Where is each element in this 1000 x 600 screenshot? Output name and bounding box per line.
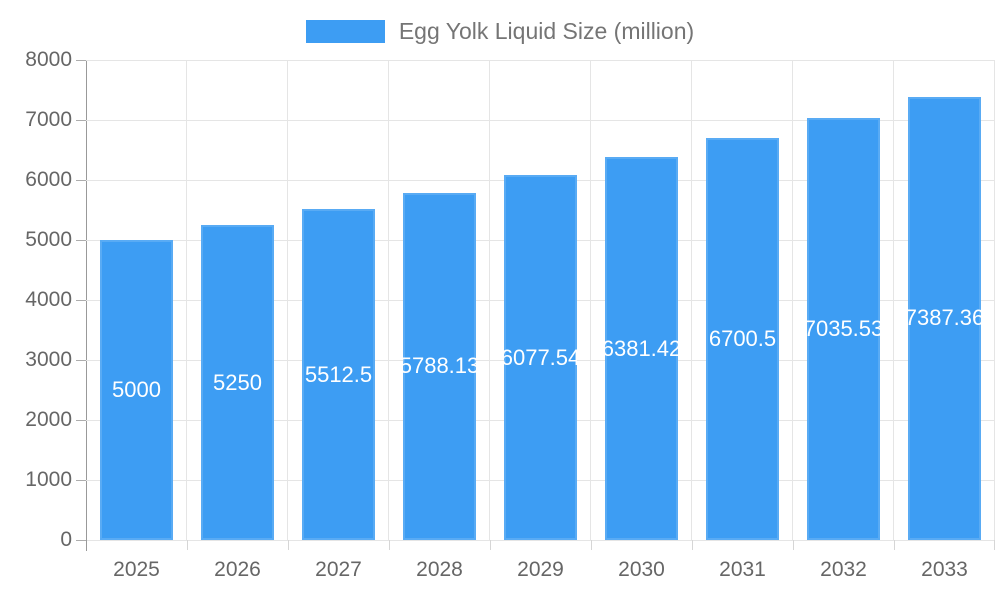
- bar-value-label: 5788.13: [403, 353, 476, 379]
- bar-value-label: 7035.53: [807, 315, 880, 341]
- y-tick-mark: [76, 300, 86, 301]
- legend-label: Egg Yolk Liquid Size (million): [398, 18, 695, 44]
- y-gridline: [86, 120, 995, 121]
- bar-value-label: 6077.54: [504, 344, 577, 370]
- bar[interactable]: 7035.53: [807, 117, 880, 540]
- x-tick-mark: [591, 540, 592, 550]
- x-tick-label: 2025: [113, 558, 160, 581]
- y-tick-mark: [76, 540, 86, 541]
- x-tick-mark: [793, 540, 794, 550]
- bar-value-label: 7387.36: [908, 305, 981, 331]
- x-tick-mark: [490, 540, 491, 550]
- bar-value-label: 5512.5: [304, 361, 373, 387]
- x-tick-label: 2032: [820, 558, 867, 581]
- y-gridline: [86, 540, 995, 541]
- x-tick-mark: [187, 540, 188, 550]
- x-tick-label: 2026: [214, 558, 261, 581]
- legend-swatch: [305, 20, 385, 43]
- x-tick-label: 2030: [618, 558, 665, 581]
- x-tick-label: 2031: [719, 558, 766, 581]
- x-tick-mark: [994, 540, 995, 550]
- x-gridline: [186, 60, 187, 540]
- y-tick-label: 5000: [25, 228, 72, 251]
- x-gridline: [994, 60, 995, 540]
- y-tick-mark: [76, 120, 86, 121]
- bar[interactable]: 5788.13: [403, 192, 476, 540]
- x-tick-mark: [894, 540, 895, 550]
- plot-area: 5000 5250 5512.5 5788.13 6077.54 6381.42 6700.…: [86, 60, 995, 541]
- y-tick-mark: [76, 480, 86, 481]
- bar[interactable]: 6381.42: [605, 157, 678, 540]
- bar[interactable]: 6700.5: [706, 137, 779, 540]
- y-tick-label: 4000: [25, 288, 72, 311]
- bar-value-label: 6700.5: [708, 325, 777, 351]
- x-gridline: [489, 60, 490, 540]
- y-tick-label: 1000: [25, 468, 72, 491]
- y-tick-mark: [76, 60, 86, 61]
- y-tick-mark: [76, 420, 86, 421]
- y-axis-line: [86, 60, 87, 551]
- x-tick-mark: [692, 540, 693, 550]
- bar[interactable]: 5512.5: [302, 209, 375, 540]
- y-tick-mark: [76, 360, 86, 361]
- x-tick-label: 2027: [315, 558, 362, 581]
- bar-value-label: 6381.42: [605, 335, 678, 361]
- y-tick-label: 0: [60, 528, 72, 551]
- bar-value-label: 5250: [213, 369, 262, 395]
- y-tick-mark: [76, 240, 86, 241]
- x-gridline: [287, 60, 288, 540]
- x-tick-mark: [288, 540, 289, 550]
- x-gridline: [792, 60, 793, 540]
- x-tick-label: 2029: [517, 558, 564, 581]
- y-tick-label: 8000: [25, 48, 72, 71]
- x-gridline: [388, 60, 389, 540]
- bar[interactable]: 7387.36: [908, 96, 981, 540]
- x-tick-label: 2028: [416, 558, 463, 581]
- y-tick-mark: [76, 180, 86, 181]
- bar-value-label: 5000: [112, 377, 161, 402]
- y-tick-label: 3000: [25, 348, 72, 371]
- bar[interactable]: 5000: [100, 240, 173, 540]
- y-tick-label: 2000: [25, 408, 72, 431]
- x-gridline: [893, 60, 894, 540]
- y-tick-label: 6000: [25, 168, 72, 191]
- legend-item[interactable]: Egg Yolk Liquid Size (million): [0, 18, 1000, 45]
- bar[interactable]: 6077.54: [504, 175, 577, 540]
- y-gridline: [86, 60, 995, 61]
- bar[interactable]: 5250: [201, 225, 274, 540]
- x-gridline: [590, 60, 591, 540]
- x-tick-mark: [86, 540, 87, 550]
- x-tick-label: 2033: [921, 558, 968, 581]
- y-tick-label: 7000: [25, 108, 72, 131]
- x-gridline: [691, 60, 692, 540]
- x-tick-mark: [389, 540, 390, 550]
